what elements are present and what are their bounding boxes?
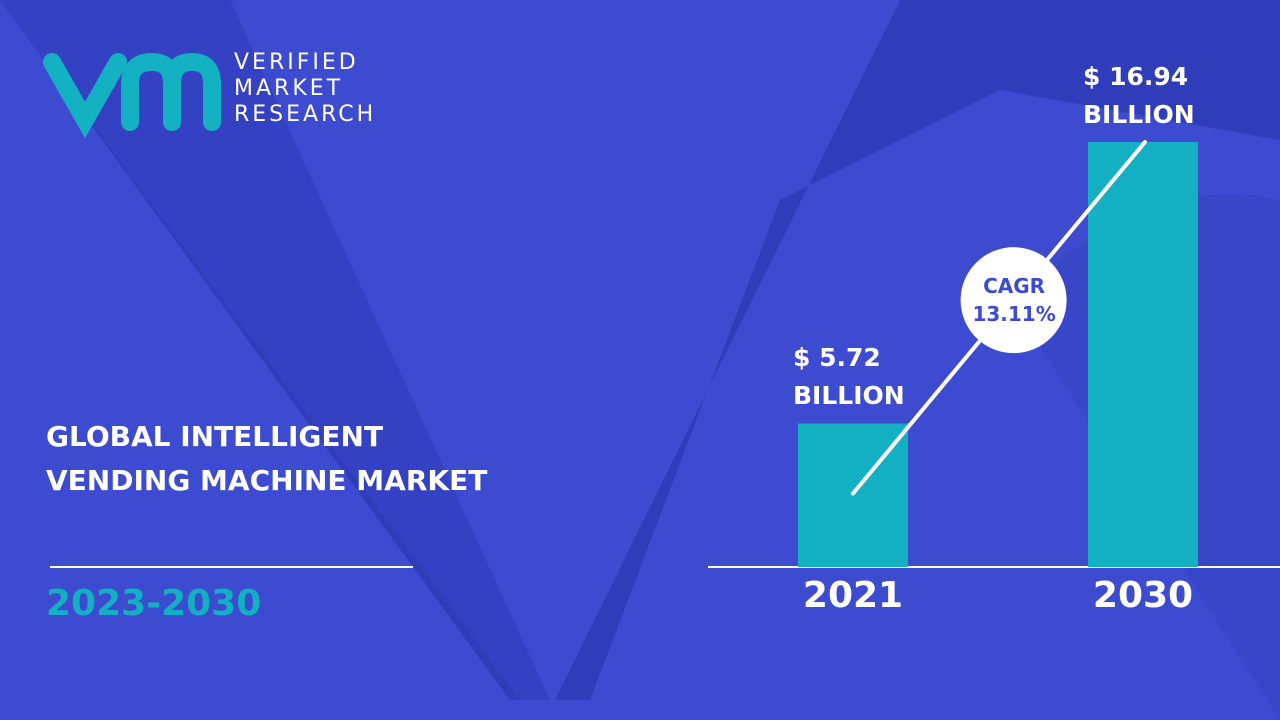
- bg-v-left: [0, 0, 550, 700]
- chart-title: GLOBAL INTELLIGENT VENDING MACHINE MARKE…: [46, 420, 488, 497]
- value-label: $ 5.72 BILLION: [793, 343, 905, 411]
- cagr-badge: [960, 247, 1067, 354]
- chart-subtitle: 2023-2030: [46, 583, 262, 624]
- logo-text: VERIFIED MARKET RESEARCH: [234, 50, 377, 127]
- cagr-annotation: CAGR 13.11%: [972, 274, 1056, 327]
- x-tick-label: 2021: [802, 575, 904, 616]
- value-label: $ 16.94 BILLION: [1083, 62, 1195, 129]
- bar: [1088, 142, 1198, 567]
- logo-mark: [43, 52, 221, 139]
- x-tick-label: 2030: [1092, 575, 1194, 616]
